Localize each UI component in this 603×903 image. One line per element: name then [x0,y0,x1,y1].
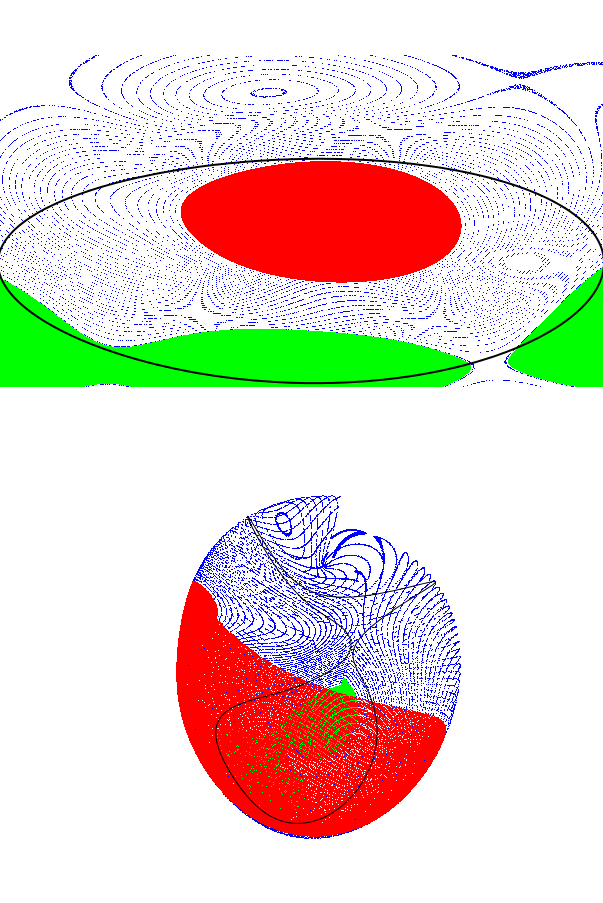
separatrix-curve-top [0,157,603,385]
perspective-plot-surface [176,495,461,839]
panel-equirectangular-map [0,55,603,387]
equirectangular-plot-surface [0,55,603,387]
high-value-region-layer [176,581,446,837]
contour-stipple-layer [0,55,603,387]
panel-perspective-globe [110,430,493,903]
contour-stipple-layer [180,495,461,839]
separatrix-curve-bottom [215,515,437,824]
low-value-region-layer [0,267,603,387]
high-value-region-layer [181,161,462,283]
